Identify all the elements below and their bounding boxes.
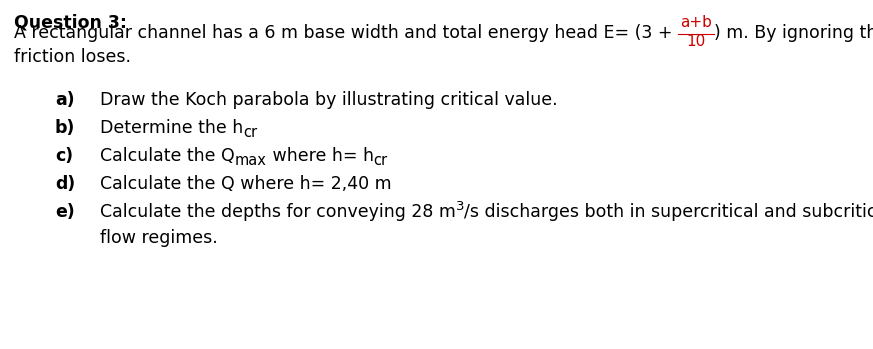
- Text: Calculate the depths for conveying 28 m: Calculate the depths for conveying 28 m: [100, 203, 456, 221]
- Text: /s discharges both in supercritical and subcritical: /s discharges both in supercritical and …: [464, 203, 873, 221]
- Text: d): d): [55, 175, 75, 193]
- Text: cr: cr: [374, 153, 388, 168]
- Text: 10: 10: [686, 34, 705, 49]
- Text: b): b): [55, 119, 75, 137]
- Text: e): e): [55, 203, 75, 221]
- Text: Question 3:: Question 3:: [14, 14, 127, 32]
- Text: ) m. By ignoring the: ) m. By ignoring the: [714, 24, 873, 42]
- Text: a): a): [55, 91, 74, 109]
- Text: 3: 3: [456, 200, 464, 213]
- Text: Calculate the Q: Calculate the Q: [100, 147, 235, 165]
- Text: friction loses.: friction loses.: [14, 48, 131, 66]
- Text: c): c): [55, 147, 73, 165]
- Text: Calculate the Q where h= 2,40 m: Calculate the Q where h= 2,40 m: [100, 175, 392, 193]
- Text: cr: cr: [244, 125, 258, 140]
- Text: where h= h: where h= h: [266, 147, 374, 165]
- Text: flow regimes.: flow regimes.: [100, 229, 217, 247]
- Text: a+b: a+b: [680, 15, 711, 30]
- Text: Determine the h: Determine the h: [100, 119, 244, 137]
- Text: max: max: [235, 153, 266, 168]
- Text: A rectangular channel has a 6 m base width and total energy head E= (3 +: A rectangular channel has a 6 m base wid…: [14, 24, 678, 42]
- Text: Draw the Koch parabola by illustrating critical value.: Draw the Koch parabola by illustrating c…: [100, 91, 558, 109]
